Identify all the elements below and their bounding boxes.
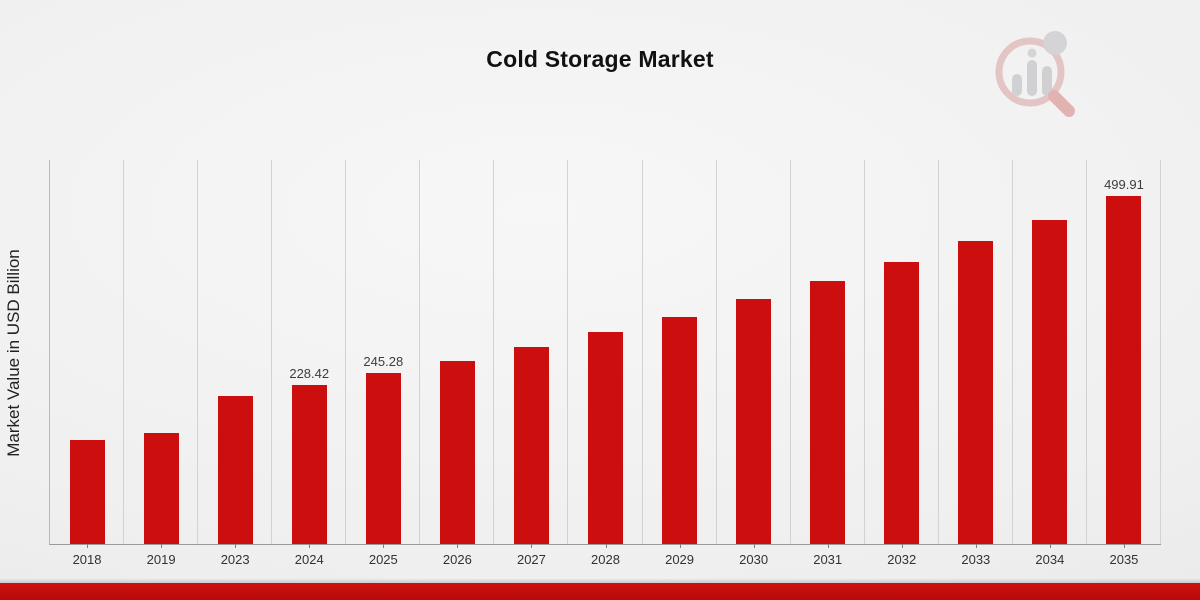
bar-2019	[143, 433, 179, 544]
x-tick-label: 2034	[1035, 552, 1065, 567]
bar-2034	[1032, 220, 1068, 544]
x-axis-tick	[975, 544, 977, 548]
footer-shadow-strip	[0, 579, 1200, 583]
magnifier-bar-chart-logo-icon	[995, 31, 1075, 117]
bar-2035	[1106, 196, 1142, 544]
gridline	[123, 160, 125, 544]
x-tick-label: 2030	[739, 552, 769, 567]
x-axis-tick	[1123, 544, 1125, 548]
x-axis-tick	[679, 544, 681, 548]
gridline	[1160, 160, 1161, 544]
bar-2031	[810, 281, 846, 544]
gridline	[937, 160, 939, 544]
x-tick-label: 2025	[368, 552, 398, 567]
x-axis-tick	[457, 544, 459, 548]
x-axis-tick	[605, 544, 607, 548]
x-tick-label: 2019	[146, 552, 176, 567]
x-tick-label: 2035	[1109, 552, 1139, 567]
gridline	[271, 160, 273, 544]
bar-2025	[365, 373, 401, 544]
x-tick-label: 2024	[294, 552, 324, 567]
bar-value-label: 499.91	[1104, 177, 1144, 193]
x-tick-label: 2027	[516, 552, 546, 567]
x-axis-tick	[753, 544, 755, 548]
bar-value-label: 245.28	[363, 354, 404, 370]
gridline	[345, 160, 347, 544]
x-tick-label: 2031	[813, 552, 843, 567]
x-tick-label: 2029	[665, 552, 695, 567]
plot-area: 2018 2019 2023 228.42 2024 245.28 2025 2026 2027…	[49, 160, 1161, 567]
x-tick-label: 2032	[887, 552, 917, 567]
bar-2032	[884, 262, 920, 544]
chart-title: Cold Storage Market	[486, 46, 714, 72]
bar-2023	[217, 396, 253, 544]
footer-red-bar	[0, 583, 1200, 600]
x-tick-label: 2026	[442, 552, 472, 567]
gridline	[419, 160, 421, 544]
gridline	[789, 160, 791, 544]
gridline	[863, 160, 865, 544]
bar-2027	[513, 347, 549, 544]
x-tick-label: 2033	[961, 552, 991, 567]
x-axis-tick	[161, 544, 163, 548]
x-axis-tick	[901, 544, 903, 548]
x-axis-tick	[87, 544, 89, 548]
bar-2033	[958, 241, 994, 544]
x-axis-tick	[383, 544, 385, 548]
gridline	[197, 160, 199, 544]
x-axis-tick	[1049, 544, 1051, 548]
bar-2030	[736, 299, 772, 544]
bar-2018	[69, 440, 105, 544]
gridline	[567, 160, 569, 544]
bar-2029	[662, 317, 698, 544]
x-tick-label: 2018	[72, 552, 102, 567]
gridline	[493, 160, 495, 544]
x-tick-label: 2023	[220, 552, 250, 567]
x-axis-tick	[531, 544, 533, 548]
x-tick-label: 2028	[591, 552, 620, 567]
gridline	[1085, 160, 1087, 544]
bar-2026	[439, 361, 475, 544]
gridline	[715, 160, 717, 544]
y-axis-label: Market Value in USD Billion	[4, 249, 23, 457]
x-axis-tick	[309, 544, 311, 548]
gridline	[641, 160, 643, 544]
bar-value-label: 228.42	[289, 366, 330, 382]
x-axis-tick	[827, 544, 829, 548]
bar-2024	[291, 385, 327, 544]
x-axis-tick	[235, 544, 237, 548]
gridline	[1011, 160, 1013, 544]
bar-2028	[588, 332, 623, 544]
